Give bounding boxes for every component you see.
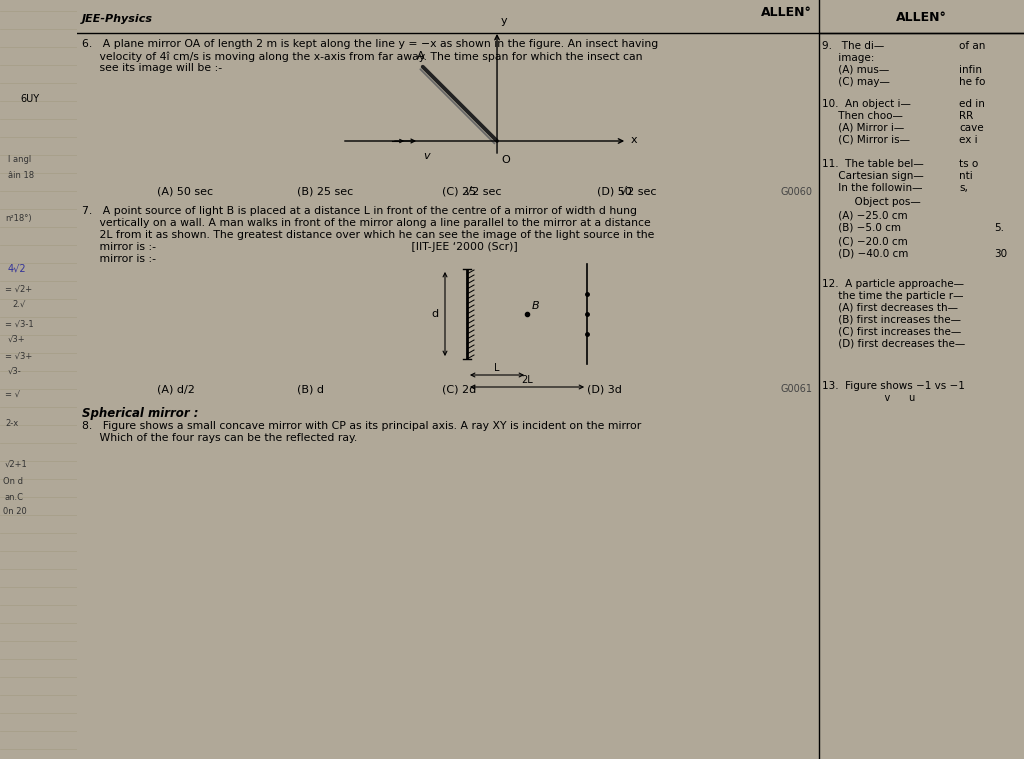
Text: O: O — [501, 155, 510, 165]
Text: √2+1: √2+1 — [5, 459, 28, 468]
Text: 2-x: 2-x — [5, 420, 18, 429]
Text: 2L from it as shown. The greatest distance over which he can see the image of th: 2L from it as shown. The greatest distan… — [82, 230, 654, 240]
Text: 7.   A point source of light B is placed at a distance L in front of the centre : 7. A point source of light B is placed a… — [82, 206, 637, 216]
Text: mirror is :-                                                                    : mirror is :- — [82, 242, 517, 252]
Text: mirror is :-: mirror is :- — [82, 254, 156, 264]
Text: of an: of an — [959, 41, 985, 51]
Text: (A) Mirror i—: (A) Mirror i— — [822, 123, 904, 133]
Text: Cartesian sign—: Cartesian sign— — [822, 171, 924, 181]
Text: y: y — [501, 16, 508, 26]
Text: infin: infin — [959, 65, 982, 75]
Text: image:: image: — [822, 53, 874, 63]
Text: an.C: an.C — [5, 493, 24, 502]
Text: (C) 2d: (C) 2d — [442, 384, 476, 394]
Text: Object pos—: Object pos— — [822, 197, 921, 207]
Text: (B) 25 sec: (B) 25 sec — [297, 187, 353, 197]
Text: (B) d: (B) d — [297, 384, 324, 394]
Text: (D) 3d: (D) 3d — [587, 384, 622, 394]
Text: G0060: G0060 — [780, 187, 812, 197]
Text: = √3-1: = √3-1 — [5, 320, 34, 329]
Text: √2 sec: √2 sec — [465, 187, 502, 197]
Text: 6.   A plane mirror OA of length 2 m is kept along the line y = −x as shown in t: 6. A plane mirror OA of length 2 m is ke… — [82, 39, 658, 49]
Text: ALLEN°: ALLEN° — [896, 11, 946, 24]
Text: B: B — [532, 301, 540, 311]
Text: JEE-Physics: JEE-Physics — [82, 14, 153, 24]
Text: (A) first decreases th—: (A) first decreases th— — [822, 303, 958, 313]
Text: = √2+: = √2+ — [5, 285, 32, 294]
Text: ed in: ed in — [959, 99, 985, 109]
Text: (A) mus—: (A) mus— — [822, 65, 890, 75]
Text: ts o: ts o — [959, 159, 978, 169]
Text: L: L — [495, 363, 500, 373]
Text: (B) first increases the—: (B) first increases the— — [822, 315, 962, 325]
Text: n²18°): n²18°) — [5, 215, 32, 223]
Text: the time the particle r—: the time the particle r— — [822, 291, 964, 301]
Text: 6UY: 6UY — [19, 94, 39, 104]
Text: (A) −25.0 cm: (A) −25.0 cm — [822, 210, 908, 220]
Text: velocity of 4î cm/s is moving along the x-axis from far away. The time span for : velocity of 4î cm/s is moving along the … — [82, 51, 642, 61]
Text: (C) first increases the—: (C) first increases the— — [822, 327, 962, 337]
Text: 2L: 2L — [521, 375, 532, 385]
Text: v      u: v u — [822, 393, 915, 403]
Text: 30: 30 — [994, 249, 1008, 259]
Text: Then choo—: Then choo— — [822, 111, 903, 121]
Text: 9.   The di—: 9. The di— — [822, 41, 885, 51]
Text: (C) 25: (C) 25 — [442, 187, 476, 197]
Text: 8.   Figure shows a small concave mirror with CP as its principal axis. A ray XY: 8. Figure shows a small concave mirror w… — [82, 421, 641, 431]
Text: 4√2: 4√2 — [8, 264, 27, 274]
Text: he fo: he fo — [959, 77, 985, 87]
Text: âin 18: âin 18 — [8, 172, 34, 181]
Text: A: A — [417, 51, 425, 61]
Text: G0061: G0061 — [780, 384, 812, 394]
Text: √3-: √3- — [8, 367, 22, 376]
Text: x: x — [631, 135, 638, 145]
Text: √3+: √3+ — [8, 335, 26, 344]
Text: (C) may—: (C) may— — [822, 77, 890, 87]
Text: (C) −20.0 cm: (C) −20.0 cm — [822, 236, 908, 246]
Text: (D) 50: (D) 50 — [597, 187, 632, 197]
Text: 10.  An object i—: 10. An object i— — [822, 99, 911, 109]
Text: (A) 50 sec: (A) 50 sec — [157, 187, 213, 197]
Text: ALLEN°: ALLEN° — [761, 6, 812, 19]
Text: vertically on a wall. A man walks in front of the mirror along a line parallel t: vertically on a wall. A man walks in fro… — [82, 218, 650, 228]
Text: nti: nti — [959, 171, 973, 181]
Text: 2.√: 2.√ — [12, 300, 26, 308]
Text: see its image will be :-: see its image will be :- — [82, 63, 222, 73]
Text: cave: cave — [959, 123, 984, 133]
Text: √2 sec: √2 sec — [621, 187, 656, 197]
Text: 11.  The table bel—: 11. The table bel— — [822, 159, 924, 169]
Text: 5.: 5. — [994, 223, 1004, 233]
Text: 13.  Figure shows −1 vs −1: 13. Figure shows −1 vs −1 — [822, 381, 965, 391]
Text: (A) d/2: (A) d/2 — [157, 384, 195, 394]
Text: 0n 20: 0n 20 — [3, 508, 27, 517]
Text: In the followin—: In the followin— — [822, 183, 923, 193]
Text: d: d — [432, 309, 439, 319]
Text: (D) −40.0 cm: (D) −40.0 cm — [822, 249, 908, 259]
Text: ex i: ex i — [959, 135, 978, 145]
Text: (B) −5.0 cm: (B) −5.0 cm — [822, 223, 901, 233]
Text: Which of the four rays can be the reflected ray.: Which of the four rays can be the reflec… — [82, 433, 357, 443]
Text: 12.  A particle approache—: 12. A particle approache— — [822, 279, 965, 289]
Text: (C) Mirror is—: (C) Mirror is— — [822, 135, 910, 145]
Text: (D) first decreases the—: (D) first decreases the— — [822, 339, 966, 349]
Text: On d: On d — [3, 477, 23, 486]
Text: Spherical mirror :: Spherical mirror : — [82, 407, 199, 420]
Text: RR: RR — [959, 111, 974, 121]
Text: s,: s, — [959, 183, 968, 193]
Text: v: v — [423, 151, 430, 161]
Text: = √: = √ — [5, 389, 20, 398]
Text: = √3+: = √3+ — [5, 351, 32, 361]
Text: l angl: l angl — [8, 155, 31, 163]
